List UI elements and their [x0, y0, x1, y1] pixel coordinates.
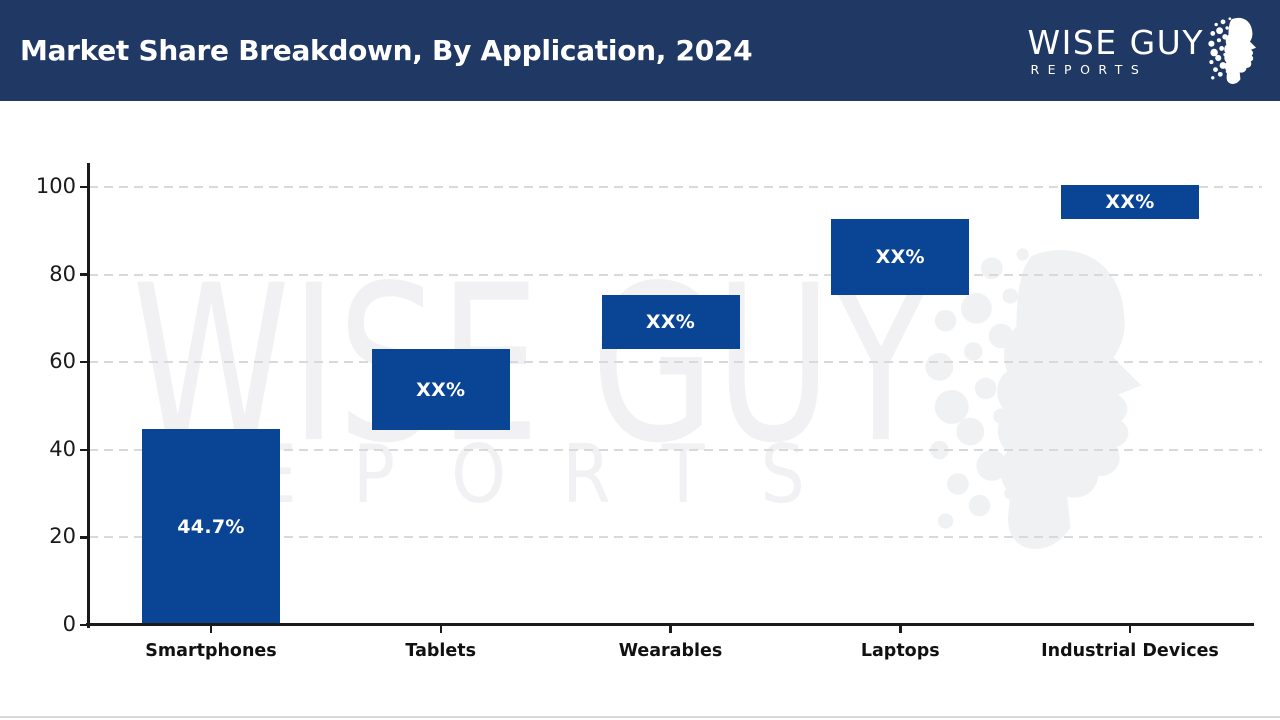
y-tick-40: [80, 448, 87, 452]
x-axis-line: [86, 623, 1254, 626]
category-label-1: Tablets: [405, 641, 477, 661]
x-tick-1: [439, 626, 442, 633]
gridline-60: [89, 361, 1262, 364]
bar-value-label: 44.7%: [177, 516, 245, 539]
category-label-4: Industrial Devices: [1041, 641, 1219, 661]
header-bar: Market Share Breakdown, By Application, …: [0, 0, 1280, 101]
x-tick-4: [1128, 626, 1132, 633]
gridline-20: [89, 536, 1262, 539]
gridline-100: [89, 186, 1262, 188]
x-tick-3: [899, 626, 902, 633]
category-label-3: Laptops: [860, 641, 940, 661]
y-tick-label-80: 80: [49, 261, 76, 286]
chart-title: Market Share Breakdown, By Application, …: [20, 34, 753, 67]
bar-smartphones: 44.7%: [142, 429, 280, 625]
y-tick-label-60: 60: [49, 349, 76, 374]
gridline-40: [89, 448, 1262, 451]
category-label-0: Smartphones: [145, 641, 277, 661]
bar-value-label: XX%: [875, 245, 925, 268]
y-tick-100: [80, 185, 87, 189]
bar-value-label: XX%: [1105, 190, 1155, 213]
y-tick-80: [80, 273, 87, 276]
brand-logo: WISE GUY REPORTS: [1027, 7, 1266, 95]
y-tick-label-0: 0: [62, 612, 76, 636]
logo-line2: REPORTS: [1030, 62, 1148, 78]
category-label-2: Wearables: [618, 641, 723, 661]
y-tick-label-20: 20: [49, 524, 76, 549]
wiseguy-face-icon: [1208, 17, 1257, 84]
y-tick-label-40: 40: [49, 436, 76, 461]
y-tick-0: [80, 623, 87, 627]
bar-wearables: XX%: [601, 295, 740, 350]
bar-value-label: XX%: [416, 378, 466, 401]
y-tick-20: [80, 536, 87, 539]
gridline-80: [89, 273, 1262, 276]
logo-line1: WISE GUY: [1027, 22, 1204, 62]
y-tick-label-100: 100: [35, 174, 76, 198]
logo-wordmark: WISE GUY REPORTS: [1027, 22, 1204, 78]
x-tick-2: [669, 626, 672, 633]
x-tick-0: [209, 626, 213, 633]
bar-industrial-devices: XX%: [1061, 185, 1199, 219]
bar-laptops: XX%: [831, 218, 970, 296]
bar-tablets: XX%: [371, 349, 510, 430]
bar-value-label: XX%: [645, 311, 696, 334]
chart-plot-area: 0 20 40 60 80 100 44.7% Smartphones XX% Tablets XX…: [0, 101, 1280, 720]
bottom-divider: [0, 716, 1280, 718]
y-axis-line: [87, 163, 90, 628]
y-tick-60: [80, 360, 87, 364]
